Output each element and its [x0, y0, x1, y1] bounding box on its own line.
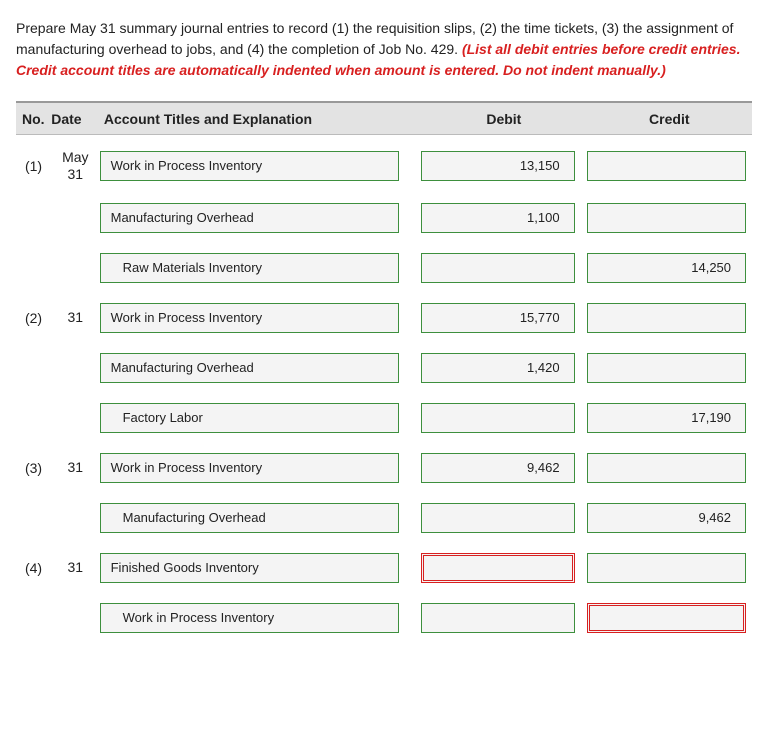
table-header: No. Date Account Titles and Explanation … [16, 101, 752, 135]
row-date: 31 [51, 309, 100, 326]
account-title-input[interactable]: Manufacturing Overhead [100, 503, 399, 533]
account-title-input[interactable]: Raw Materials Inventory [100, 253, 399, 283]
table-row: Manufacturing Overhead 9,462 [16, 503, 752, 533]
table-row: (2)31Work in Process Inventory 15,770 [16, 303, 752, 333]
journal-rows: (1)May31Work in Process Inventory13,150M… [16, 149, 752, 633]
account-title-input[interactable]: Manufacturing Overhead [100, 353, 399, 383]
row-date: 31 [51, 459, 100, 476]
credit-input[interactable]: 17,190 [587, 403, 746, 433]
credit-input[interactable]: 9,462 [587, 503, 746, 533]
account-title-input[interactable]: Factory Labor [100, 403, 399, 433]
row-number: (1) [16, 158, 51, 174]
instructions-text: Prepare May 31 summary journal entries t… [16, 18, 752, 81]
table-row: Raw Materials Inventory 14,250 [16, 253, 752, 283]
debit-input[interactable]: 13,150 [421, 151, 575, 181]
account-title-input[interactable]: Finished Goods Inventory [100, 553, 399, 583]
row-date: 31 [51, 559, 100, 576]
credit-input[interactable] [587, 303, 746, 333]
account-title-input[interactable]: Work in Process Inventory [100, 453, 399, 483]
credit-input[interactable] [587, 603, 746, 633]
account-title-input[interactable]: Work in Process Inventory [100, 303, 399, 333]
header-debit: Debit [421, 111, 586, 127]
header-credit: Credit [587, 111, 752, 127]
account-title-input[interactable]: Manufacturing Overhead [100, 203, 399, 233]
credit-input[interactable] [587, 553, 746, 583]
debit-input[interactable] [421, 603, 575, 633]
table-row: (4)31Finished Goods Inventory [16, 553, 752, 583]
credit-input[interactable] [587, 353, 746, 383]
debit-input[interactable] [421, 503, 575, 533]
account-title-input[interactable]: Work in Process Inventory [100, 151, 399, 181]
header-acct: Account Titles and Explanation [100, 111, 421, 127]
row-number: (2) [16, 310, 51, 326]
debit-input[interactable]: 15,770 [421, 303, 575, 333]
debit-input[interactable]: 1,420 [421, 353, 575, 383]
debit-input[interactable] [421, 253, 575, 283]
table-row: (1)May31Work in Process Inventory 13,150 [16, 149, 752, 183]
table-row: Factory Labor 17,190 [16, 403, 752, 433]
row-date: May31 [51, 149, 100, 183]
credit-input[interactable]: 14,250 [587, 253, 746, 283]
account-title-input[interactable]: Work in Process Inventory [100, 603, 399, 633]
credit-input[interactable] [587, 453, 746, 483]
row-number: (4) [16, 560, 51, 576]
row-number: (3) [16, 460, 51, 476]
header-no: No. [16, 111, 51, 127]
debit-input[interactable] [421, 553, 575, 583]
credit-input[interactable] [587, 151, 746, 181]
debit-input[interactable]: 9,462 [421, 453, 575, 483]
debit-input[interactable] [421, 403, 575, 433]
table-row: Work in Process Inventory [16, 603, 752, 633]
table-row: Manufacturing Overhead 1,100 [16, 203, 752, 233]
credit-input[interactable] [587, 203, 746, 233]
debit-input[interactable]: 1,100 [421, 203, 575, 233]
table-row: (3)31Work in Process Inventory 9,462 [16, 453, 752, 483]
table-row: Manufacturing Overhead 1,420 [16, 353, 752, 383]
header-date: Date [51, 111, 100, 127]
